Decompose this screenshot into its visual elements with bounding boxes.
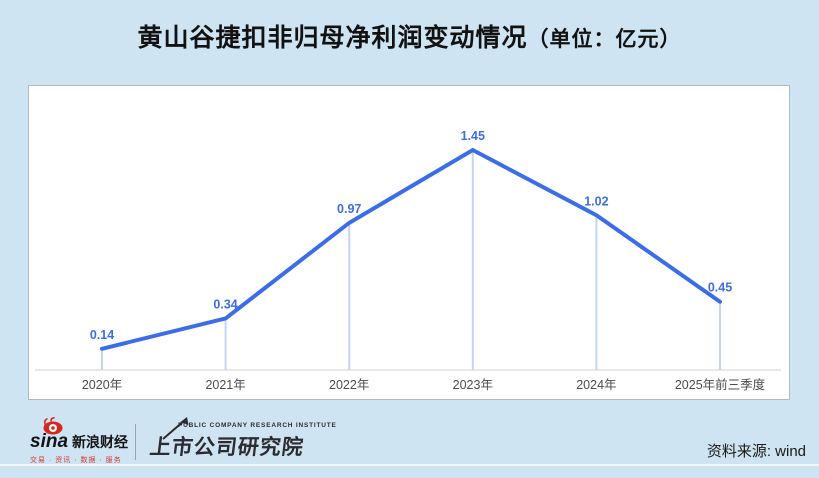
line-chart: 0.14 0.34 0.97 1.45 1.02 0.45 2020年 2021年 2022年 2…: [35, 129, 781, 392]
series-line: [100, 147, 722, 351]
sina-eye-icon: [43, 417, 63, 435]
page-title: 黄山谷捷扣非归母净利润变动情况（单位：亿元）: [0, 18, 819, 54]
research-institute-logo[interactable]: PUBLIC COMPANY RESEARCH INSTITUTE 上市公司研究…: [148, 417, 337, 461]
data-point-label: 0.34: [213, 297, 237, 311]
x-tick-label: 2020年: [82, 378, 122, 392]
arrow-up-right-icon: [162, 417, 189, 440]
data-source-label: 资料来源: wind: [706, 443, 806, 460]
sina-finance-logo[interactable]: sina 新浪财经 交易 · 资讯 · 数据 · 服务: [30, 417, 132, 465]
x-tick-label: 2021年: [205, 378, 245, 392]
footer: sina 新浪财经 交易 · 资讯 · 数据 · 服务 PUBLIC COMPA…: [0, 414, 819, 466]
footer-divider: [135, 424, 136, 460]
sina-brand-text: sina: [30, 431, 69, 452]
bottom-divider: [0, 464, 819, 466]
page-title-unit: （单位：亿元）: [527, 28, 682, 51]
institute-name-en: PUBLIC COMPANY RESEARCH INSTITUTE: [178, 422, 337, 429]
x-tick-label: 2022年: [329, 378, 369, 392]
chart-panel: 0.14 0.34 0.97 1.45 1.02 0.45 2020年 2021年 2022年 2…: [28, 85, 790, 400]
page-title-main: 黄山谷捷扣非归母净利润变动情况: [137, 24, 528, 52]
data-point-label: 0.97: [337, 202, 361, 216]
data-point-label: 0.45: [708, 281, 732, 295]
x-tick-label: 2023年: [453, 378, 493, 392]
x-tick-label: 2025年前三季度: [675, 377, 766, 392]
data-point-label: 1.02: [584, 194, 608, 208]
institute-name-cn: 上市公司研究院: [148, 436, 306, 459]
x-tick-label: 2024年: [576, 378, 616, 392]
sina-finance-name: 新浪财经: [72, 434, 129, 450]
data-point-label: 1.45: [461, 129, 485, 143]
sina-tagline: 交易 · 资讯 · 数据 · 服务: [30, 457, 122, 464]
data-point-label: 0.14: [90, 328, 114, 342]
